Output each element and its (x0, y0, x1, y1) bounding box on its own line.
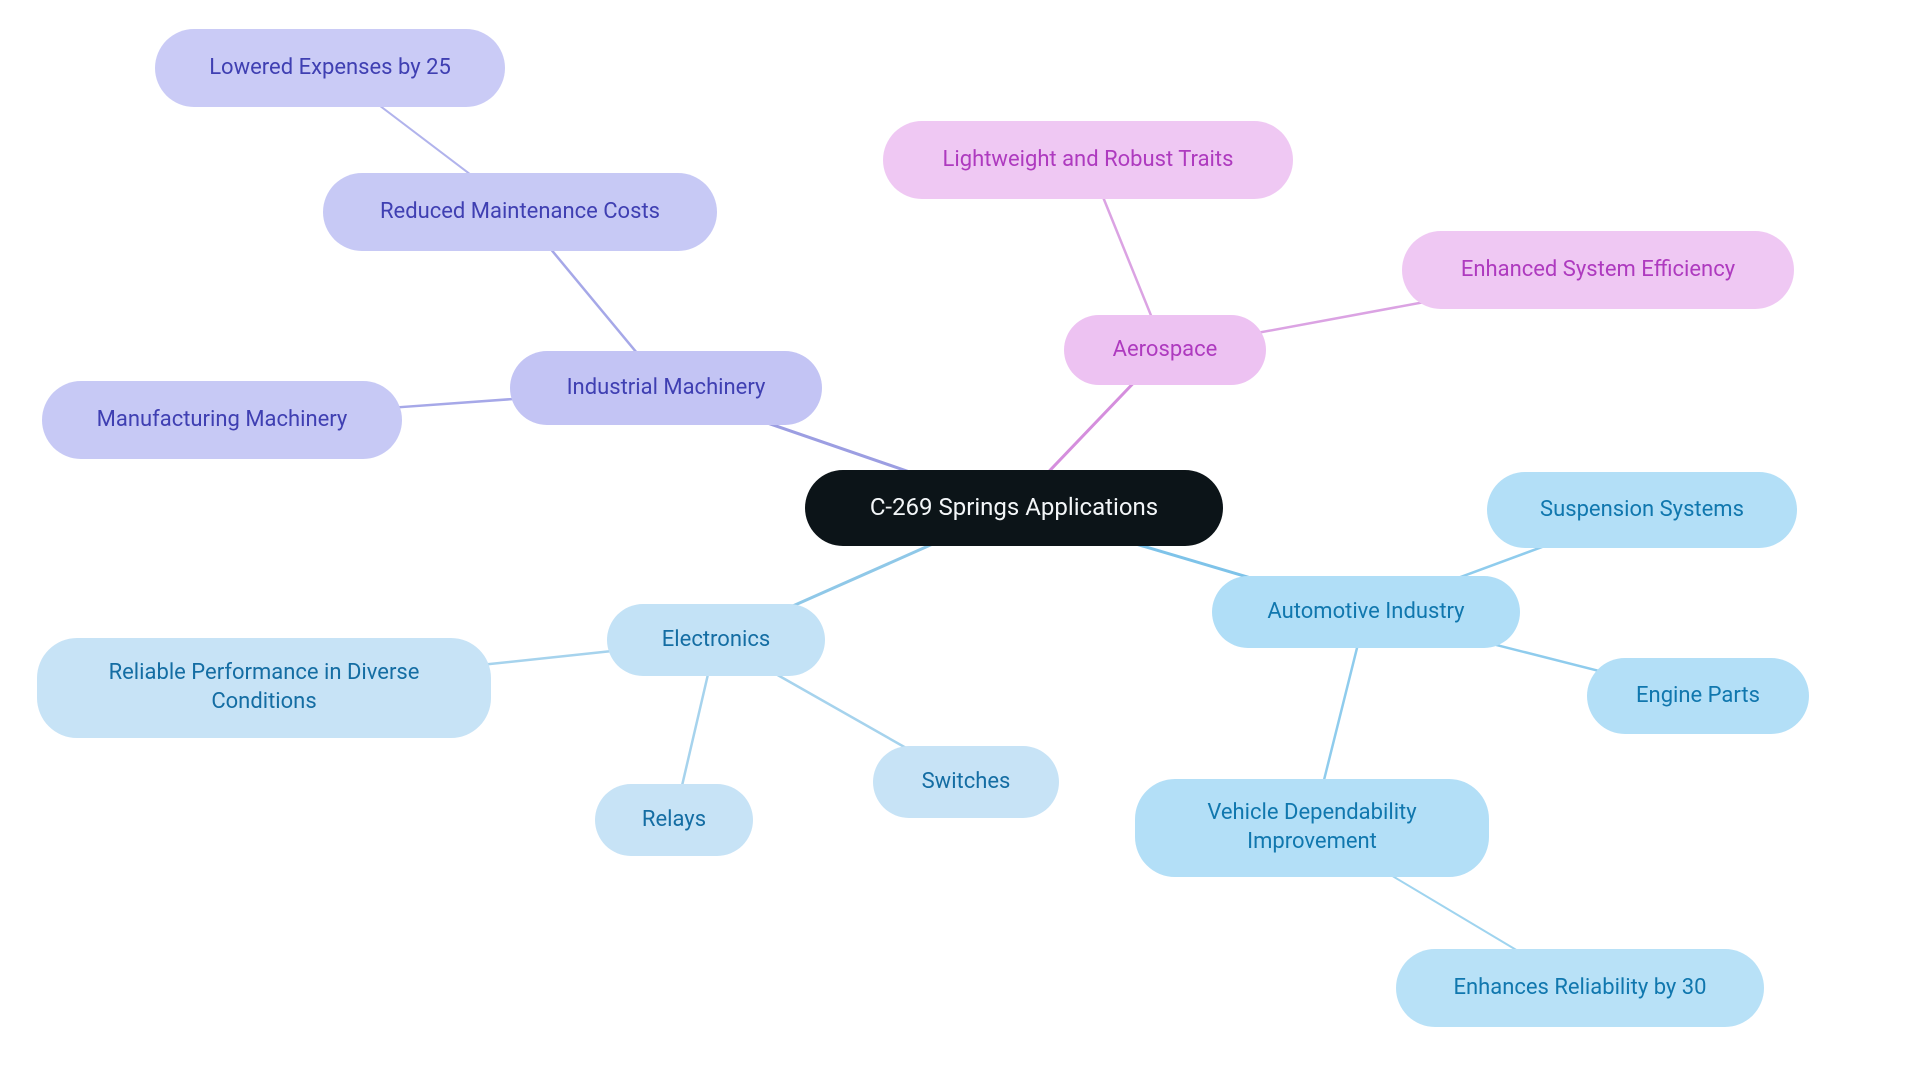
node-label: Lowered Expenses by 25 (209, 54, 451, 83)
edge-root-electronics (781, 543, 934, 611)
node-auto_enh[interactable]: Enhances Reliability by 30 (1396, 949, 1764, 1027)
node-label: Enhanced System Efficiency (1461, 256, 1735, 285)
node-label: Engine Parts (1636, 682, 1760, 711)
edge-ind_reduce-ind_lower (379, 105, 470, 174)
node-auto[interactable]: Automotive Industry (1212, 576, 1520, 648)
node-auto_dep[interactable]: Vehicle Dependability Improvement (1135, 779, 1489, 877)
node-ind_manuf[interactable]: Manufacturing Machinery (42, 381, 402, 459)
node-root[interactable]: C-269 Springs Applications (805, 470, 1223, 546)
node-auto_susp[interactable]: Suspension Systems (1487, 472, 1797, 548)
edge-root-aerospace (1050, 383, 1133, 470)
node-label: Relays (642, 806, 706, 835)
edge-auto_dep-auto_enh (1386, 872, 1518, 951)
node-elec_switch[interactable]: Switches (873, 746, 1059, 818)
node-label: Automotive Industry (1267, 598, 1464, 627)
node-label: C-269 Springs Applications (870, 492, 1158, 523)
edge-auto-auto_dep (1324, 648, 1357, 779)
node-industrial[interactable]: Industrial Machinery (510, 351, 822, 425)
node-elec_relays[interactable]: Relays (595, 784, 753, 856)
node-auto_engine[interactable]: Engine Parts (1587, 658, 1809, 734)
edge-electronics-elec_switch (771, 671, 914, 752)
node-label: Lightweight and Robust Traits (943, 146, 1234, 175)
node-ind_reduce[interactable]: Reduced Maintenance Costs (323, 173, 717, 251)
edge-root-industrial (754, 418, 916, 474)
node-label: Vehicle Dependability Improvement (1207, 799, 1416, 856)
node-label: Suspension Systems (1540, 496, 1744, 525)
node-aero_light[interactable]: Lightweight and Robust Traits (883, 121, 1293, 199)
edge-electronics-elec_relays (682, 676, 707, 784)
node-aero_eff[interactable]: Enhanced System Efficiency (1402, 231, 1794, 309)
node-label: Reliable Performance in Diverse Conditio… (109, 659, 420, 716)
node-label: Switches (922, 768, 1011, 797)
edge-industrial-ind_manuf (393, 399, 517, 408)
node-label: Manufacturing Machinery (97, 406, 348, 435)
node-label: Electronics (662, 626, 770, 655)
node-aerospace[interactable]: Aerospace (1064, 315, 1266, 385)
edge-electronics-elec_reliab (468, 651, 612, 666)
edge-industrial-ind_reduce (552, 250, 636, 351)
node-label: Aerospace (1113, 336, 1218, 365)
node-electronics[interactable]: Electronics (607, 604, 825, 676)
node-label: Industrial Machinery (567, 374, 766, 403)
node-elec_reliab[interactable]: Reliable Performance in Diverse Conditio… (37, 638, 491, 738)
node-ind_lower[interactable]: Lowered Expenses by 25 (155, 29, 505, 107)
edge-aerospace-aero_light (1104, 199, 1151, 315)
node-label: Reduced Maintenance Costs (380, 198, 660, 227)
node-label: Enhances Reliability by 30 (1453, 974, 1706, 1003)
